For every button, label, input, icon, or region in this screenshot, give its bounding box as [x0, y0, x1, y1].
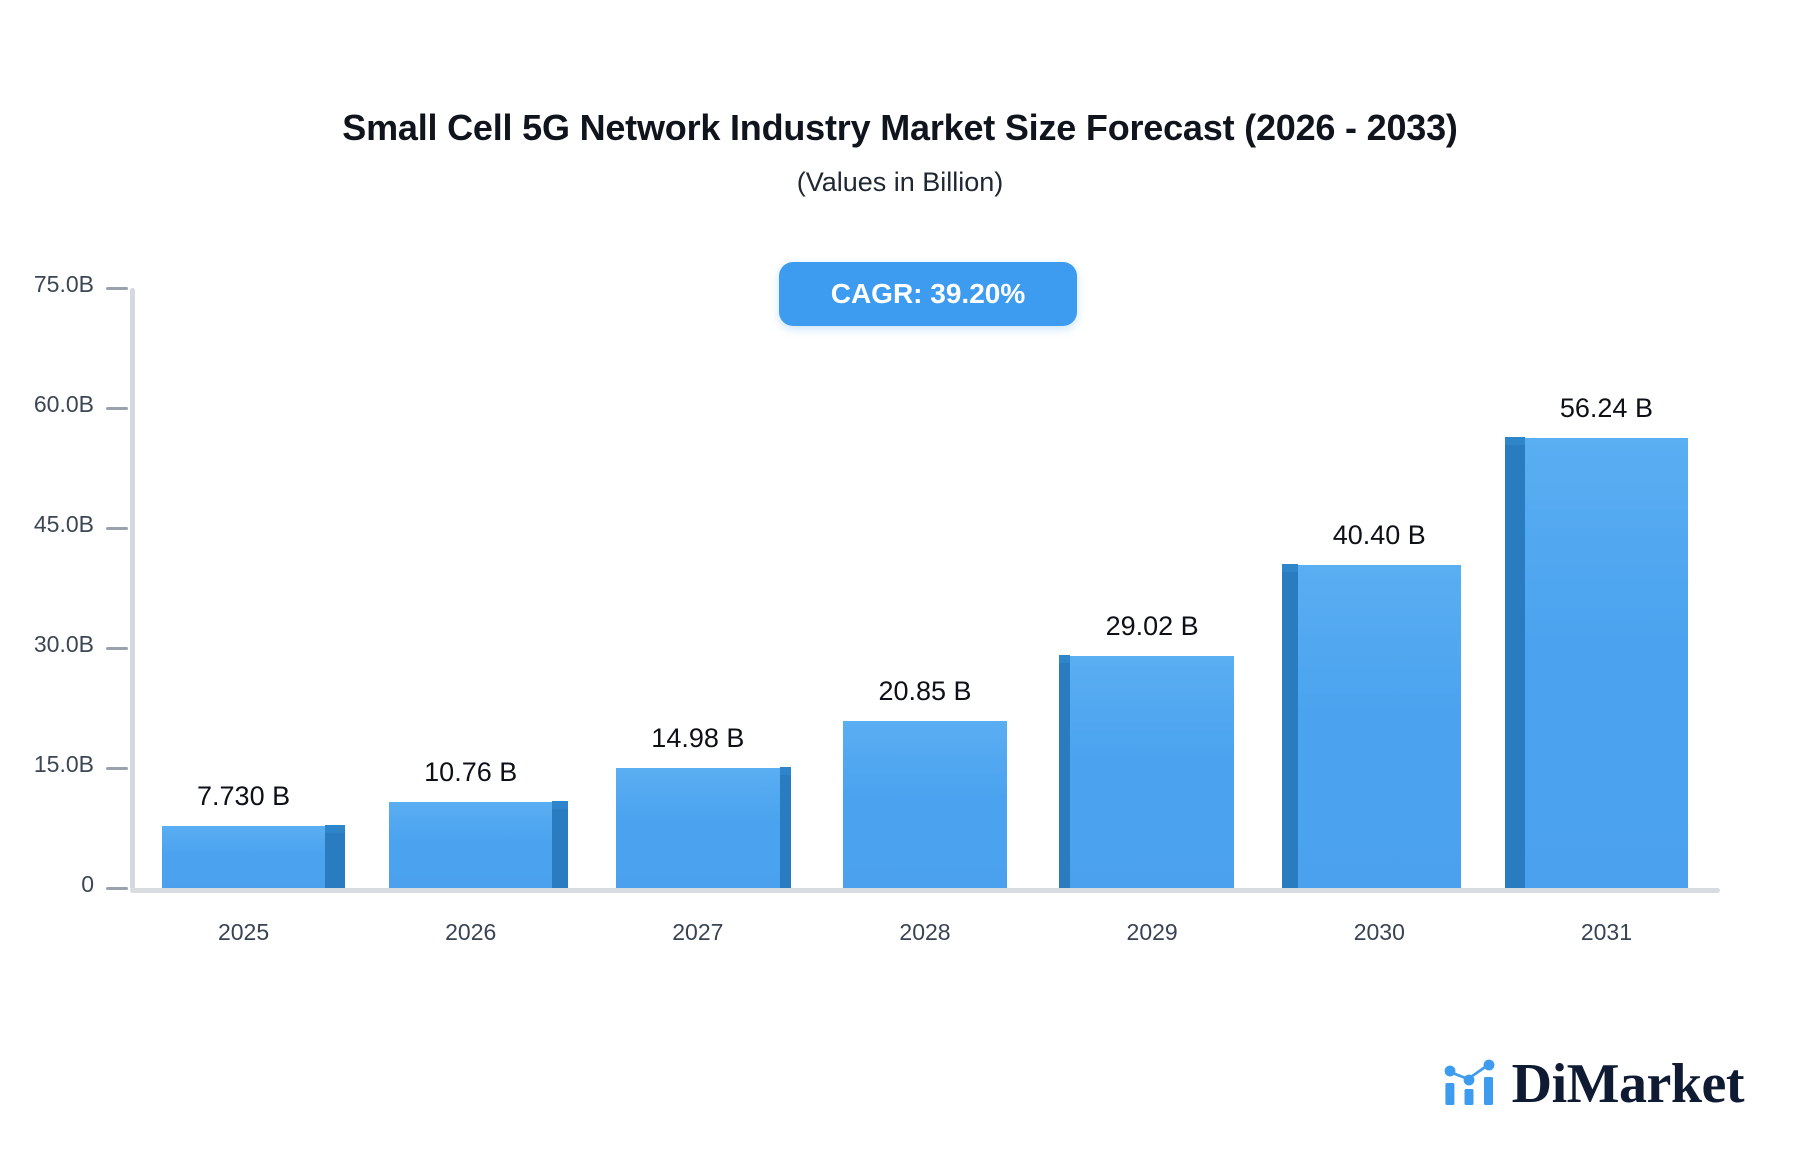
y-axis-tick-label: 0	[81, 871, 94, 897]
logo-wordmark: DiMarket	[1511, 1052, 1745, 1115]
bar-side-face	[779, 775, 791, 888]
bar-face	[1297, 564, 1462, 888]
bar-value-label: 14.98 B	[651, 723, 745, 754]
bar-side-face	[325, 833, 346, 888]
bar-side-face	[1059, 662, 1071, 888]
bar-face	[616, 768, 780, 888]
bar-face	[1524, 438, 1689, 888]
bar-face	[388, 801, 553, 888]
y-axis-tick-label: 75.0B	[33, 271, 94, 297]
bar-top-face	[1059, 654, 1071, 663]
bar: 56.24 B	[1504, 393, 1689, 888]
bar-top-face	[552, 800, 569, 809]
y-axis-tick-mark	[106, 527, 128, 530]
bar-face	[1070, 655, 1234, 888]
bar-value-label: 7.730 B	[197, 781, 291, 812]
y-axis-tick-mark	[106, 407, 128, 410]
dimarket-logo: DiMarket	[1442, 1052, 1745, 1115]
y-axis-tick-label: 45.0B	[33, 511, 94, 537]
x-axis-category-label: 2028	[899, 919, 951, 945]
bar: 40.40 B	[1281, 520, 1462, 888]
bar-side-face	[1281, 571, 1298, 888]
bar-value-label: 20.85 B	[878, 676, 972, 707]
y-axis-tick-label: 60.0B	[33, 391, 94, 417]
cagr-badge: CAGR: 39.20%	[779, 262, 1077, 326]
x-axis-category-label: 2027	[672, 919, 724, 945]
bar: 29.02 B	[1059, 611, 1234, 888]
y-axis-tick-label: 15.0B	[33, 751, 94, 777]
bar-top-face	[779, 767, 791, 776]
x-axis-category-label: 2025	[217, 919, 270, 945]
bar-value-label: 29.02 B	[1105, 610, 1199, 641]
y-axis-tick-mark	[106, 287, 128, 290]
bar: 7.730 B	[161, 781, 346, 888]
bar-side-face	[552, 808, 569, 888]
x-axis-category-label: 2031	[1580, 919, 1633, 945]
bar-top-face	[1281, 563, 1298, 572]
x-axis-category-label: 2026	[445, 919, 497, 945]
chart-title: Small Cell 5G Network Industry Market Si…	[342, 107, 1458, 148]
x-axis-line	[130, 888, 1720, 893]
y-axis-tick-mark	[106, 887, 128, 890]
bar-chart-logo-icon	[1442, 1055, 1498, 1112]
bar-top-face	[1504, 437, 1525, 446]
bar-value-label: 10.76 B	[424, 756, 518, 787]
bar-face	[843, 721, 1007, 888]
bar-value-label: 40.40 B	[1332, 519, 1426, 550]
x-axis-category-label: 2029	[1126, 919, 1178, 945]
bar: 20.85 B	[843, 676, 1007, 888]
bar: 14.98 B	[616, 723, 791, 888]
bar-face	[161, 826, 326, 888]
x-axis-category-label: 2030	[1353, 919, 1405, 945]
y-axis-tick-label: 30.0B	[33, 631, 94, 657]
bar-side-face	[1504, 445, 1525, 888]
bar-value-label: 56.24 B	[1559, 393, 1653, 424]
bar: 10.76 B	[388, 757, 569, 888]
y-axis-line	[130, 288, 135, 889]
plot-area: 75.0B 60.0B 45.0B 30.0B 15.0B 0 2025 7.730 B 20…	[34, 271, 1720, 945]
y-axis-tick-mark	[106, 647, 128, 650]
y-axis-tick-mark	[106, 767, 128, 770]
bar-top-face	[325, 825, 346, 834]
chart-subtitle: (Values in Billion)	[796, 167, 1004, 197]
